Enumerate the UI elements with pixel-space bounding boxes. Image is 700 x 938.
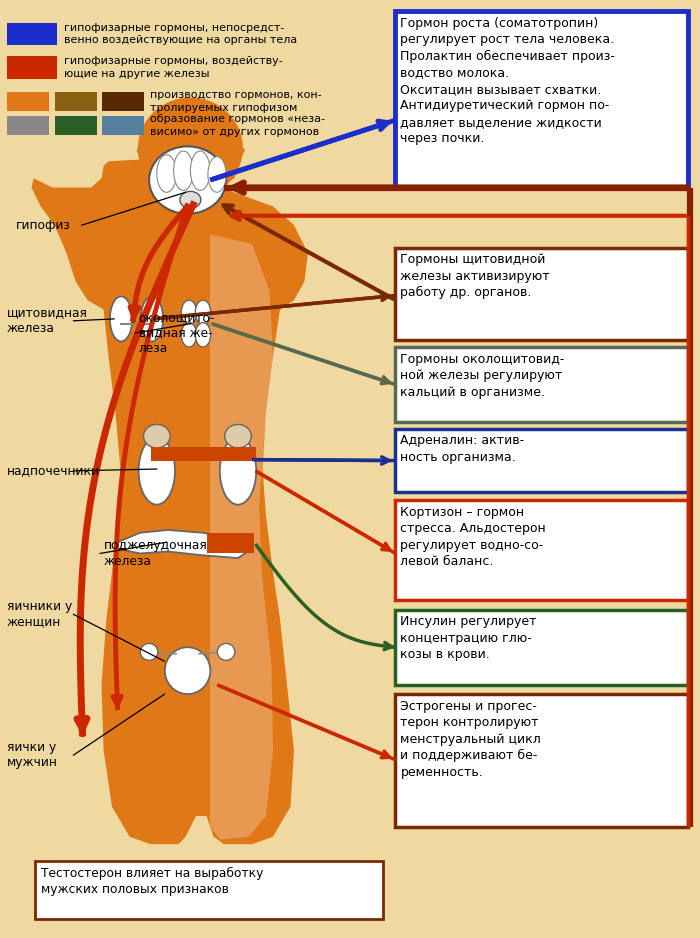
Text: Гормон роста (соматотропин)
регулирует рост тела человека.
Пролактин обеспечивае: Гормон роста (соматотропин) регулирует р… bbox=[400, 17, 615, 145]
FancyBboxPatch shape bbox=[395, 11, 688, 188]
Text: образование гормонов «неза-
висимо» от других гормонов: образование гормонов «неза- висимо» от д… bbox=[150, 114, 325, 137]
Ellipse shape bbox=[141, 643, 158, 660]
Text: Тестостерон влияет на выработку
мужских половых признаков: Тестостерон влияет на выработку мужских … bbox=[41, 867, 263, 897]
Ellipse shape bbox=[110, 296, 132, 341]
Bar bbox=[55, 92, 97, 111]
Polygon shape bbox=[210, 234, 273, 840]
Bar bbox=[206, 533, 254, 553]
Ellipse shape bbox=[195, 323, 211, 347]
Text: надпочечники: надпочечники bbox=[7, 464, 100, 477]
Ellipse shape bbox=[149, 146, 226, 214]
Text: околощито-
видная же-
леза: околощито- видная же- леза bbox=[139, 311, 215, 355]
Text: гипофиз: гипофиз bbox=[15, 219, 70, 232]
Text: гипофизарные гормоны, непосредст-
венно воздействующие на органы тела: гипофизарные гормоны, непосредст- венно … bbox=[64, 23, 298, 45]
Text: поджелудочная
железа: поджелудочная железа bbox=[104, 539, 207, 567]
Bar bbox=[102, 116, 144, 135]
Text: Эстрогены и прогес-
терон контролируют
менструальный цикл
и поддерживают бе-
рем: Эстрогены и прогес- терон контролируют м… bbox=[400, 700, 541, 779]
Ellipse shape bbox=[141, 296, 163, 341]
Text: Кортизон – гормон
стресса. Альдостерон
регулирует водно-со-
левой баланс.: Кортизон – гормон стресса. Альдостерон р… bbox=[400, 506, 546, 568]
Ellipse shape bbox=[139, 437, 175, 505]
Bar bbox=[7, 92, 49, 111]
Ellipse shape bbox=[165, 647, 211, 694]
Ellipse shape bbox=[190, 151, 210, 190]
Text: Гормоны щитовидной
железы активизируют
работу др. органов.: Гормоны щитовидной железы активизируют р… bbox=[400, 253, 550, 299]
FancyBboxPatch shape bbox=[395, 610, 688, 685]
Ellipse shape bbox=[225, 424, 251, 448]
Ellipse shape bbox=[174, 151, 193, 190]
Ellipse shape bbox=[138, 98, 243, 199]
FancyBboxPatch shape bbox=[395, 429, 688, 492]
Bar bbox=[150, 447, 256, 461]
Bar bbox=[102, 92, 144, 111]
FancyBboxPatch shape bbox=[395, 347, 688, 422]
Ellipse shape bbox=[144, 424, 170, 448]
Bar bbox=[7, 116, 49, 135]
Bar bbox=[7, 23, 57, 45]
Text: яички у
мужчин: яички у мужчин bbox=[7, 741, 58, 769]
Ellipse shape bbox=[181, 300, 197, 325]
Text: Инсулин регулирует
концентрацию глю-
козы в крови.: Инсулин регулирует концентрацию глю- коз… bbox=[400, 615, 537, 661]
FancyBboxPatch shape bbox=[395, 500, 688, 600]
FancyBboxPatch shape bbox=[35, 861, 383, 919]
FancyBboxPatch shape bbox=[395, 248, 688, 340]
Polygon shape bbox=[118, 530, 252, 558]
Text: Гормоны околощитовид-
ной железы регулируют
кальций в организме.: Гормоны околощитовид- ной железы регулир… bbox=[400, 353, 565, 399]
Ellipse shape bbox=[220, 437, 256, 505]
Ellipse shape bbox=[157, 155, 176, 192]
Text: производство гормонов, кон-
тролируемых гипофизом: производство гормонов, кон- тролируемых … bbox=[150, 90, 321, 113]
FancyBboxPatch shape bbox=[395, 694, 688, 827]
Ellipse shape bbox=[208, 157, 226, 192]
Ellipse shape bbox=[217, 643, 234, 660]
Bar bbox=[7, 56, 57, 79]
Text: яичники у
женщин: яичники у женщин bbox=[7, 600, 72, 628]
Ellipse shape bbox=[195, 300, 211, 325]
Polygon shape bbox=[32, 122, 308, 844]
Ellipse shape bbox=[181, 323, 197, 347]
Text: гипофизарные гормоны, воздейству-
ющие на другие железы: гипофизарные гормоны, воздейству- ющие н… bbox=[64, 56, 283, 79]
Text: щитовидная
железа: щитовидная железа bbox=[7, 307, 88, 335]
Ellipse shape bbox=[180, 191, 201, 208]
Text: Адреналин: актив-
ность организма.: Адреналин: актив- ность организма. bbox=[400, 434, 524, 463]
Bar bbox=[55, 116, 97, 135]
